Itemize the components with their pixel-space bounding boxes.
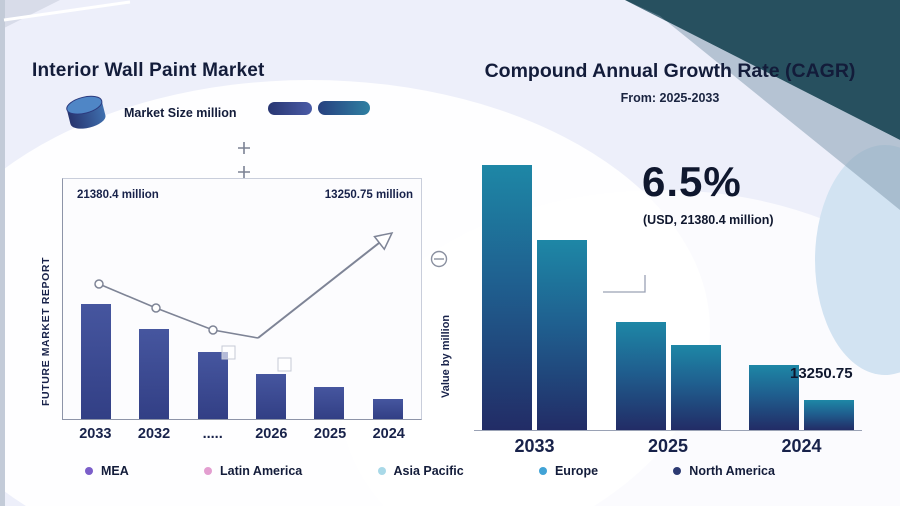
left-chart-title: Interior Wall Paint Market — [32, 60, 265, 81]
bar-value-label: 13250.75 — [790, 365, 853, 382]
legend-label: Europe — [554, 464, 599, 478]
right-bar-pair — [615, 160, 721, 430]
left-category-label: 2025 — [313, 426, 347, 442]
left-bar — [197, 351, 228, 419]
left-chart-legend: Market Size million — [60, 92, 237, 134]
legend-item: MEA — [85, 464, 129, 478]
right-y-axis-label: Value by million — [440, 314, 452, 398]
pill-teal — [318, 101, 370, 115]
legend-label: North America — [689, 464, 775, 478]
cylinder-icon — [66, 95, 106, 129]
left-bar — [81, 304, 112, 419]
left-category-label: ..... — [202, 426, 223, 442]
left-category-label: 2026 — [255, 426, 288, 442]
left-category-label: 2024 — [372, 426, 405, 442]
footer-legend: MEA Latin America Asia Pacific Europe North … — [85, 464, 775, 478]
left-bar — [139, 329, 170, 419]
legend-dot — [204, 467, 213, 475]
legend-label: Latin America — [220, 464, 303, 478]
cagr-note: (USD, 21380.4 million) — [643, 213, 774, 227]
cagr-value: 6.5% — [642, 158, 742, 205]
left-bar — [256, 373, 287, 419]
right-category-label: 2024 — [781, 436, 822, 456]
right-bar-group: 2025 — [615, 160, 721, 457]
right-bar — [615, 321, 666, 430]
legend-dot — [85, 467, 93, 475]
x-axis-line — [474, 430, 862, 431]
right-bar-pair — [749, 160, 854, 430]
right-category-label: 2025 — [647, 436, 689, 456]
legend-dot — [673, 467, 682, 475]
left-bar — [372, 399, 403, 419]
right-bar — [804, 400, 854, 430]
legend-item: Asia Pacific — [377, 464, 464, 478]
right-bar-group: 2024 — [749, 160, 854, 457]
legend-label: MEA — [101, 464, 129, 478]
right-chart-area: 2033 2025 2024 13250.75 — [474, 160, 862, 460]
pill-navy — [268, 101, 312, 115]
legend-series-label: Market Size million — [124, 106, 237, 120]
legend-item: Latin America — [204, 464, 302, 478]
right-bar-group: 2033 — [482, 160, 587, 457]
right-chart-title: Compound Annual Growth Rate (CAGR) — [484, 60, 856, 82]
left-category-label: 2032 — [137, 426, 171, 442]
left-y-axis-label: FUTURE MARKET REPORT — [40, 256, 52, 406]
left-chart-panel: 21380.4 million 13250.75 million — [62, 178, 422, 420]
right-bar-pair — [482, 160, 587, 430]
right-chart-subtitle: From: 2025-2033 — [620, 91, 720, 105]
right-bar — [537, 239, 587, 430]
left-bars — [67, 294, 417, 419]
left-bar — [314, 386, 345, 419]
right-category-label: 2033 — [514, 436, 555, 456]
legend-item: North America — [673, 464, 775, 478]
right-bar — [482, 165, 532, 430]
min-value-annotation: 13250.75 million — [324, 189, 413, 201]
legend-dot — [538, 467, 547, 475]
left-category-label: 2033 — [79, 426, 112, 442]
right-bar — [670, 345, 721, 430]
legend-label: Asia Pacific — [393, 464, 464, 478]
pill-decoration — [268, 101, 370, 115]
legend-item: Europe — [538, 464, 599, 478]
left-categories: 2033 2032..... 2026 2025 2024 — [62, 426, 422, 442]
right-groups: 2033 2025 2024 — [474, 160, 862, 457]
max-value-annotation: 21380.4 million — [77, 189, 159, 201]
right-bar — [749, 365, 799, 430]
legend-dot — [377, 467, 386, 475]
